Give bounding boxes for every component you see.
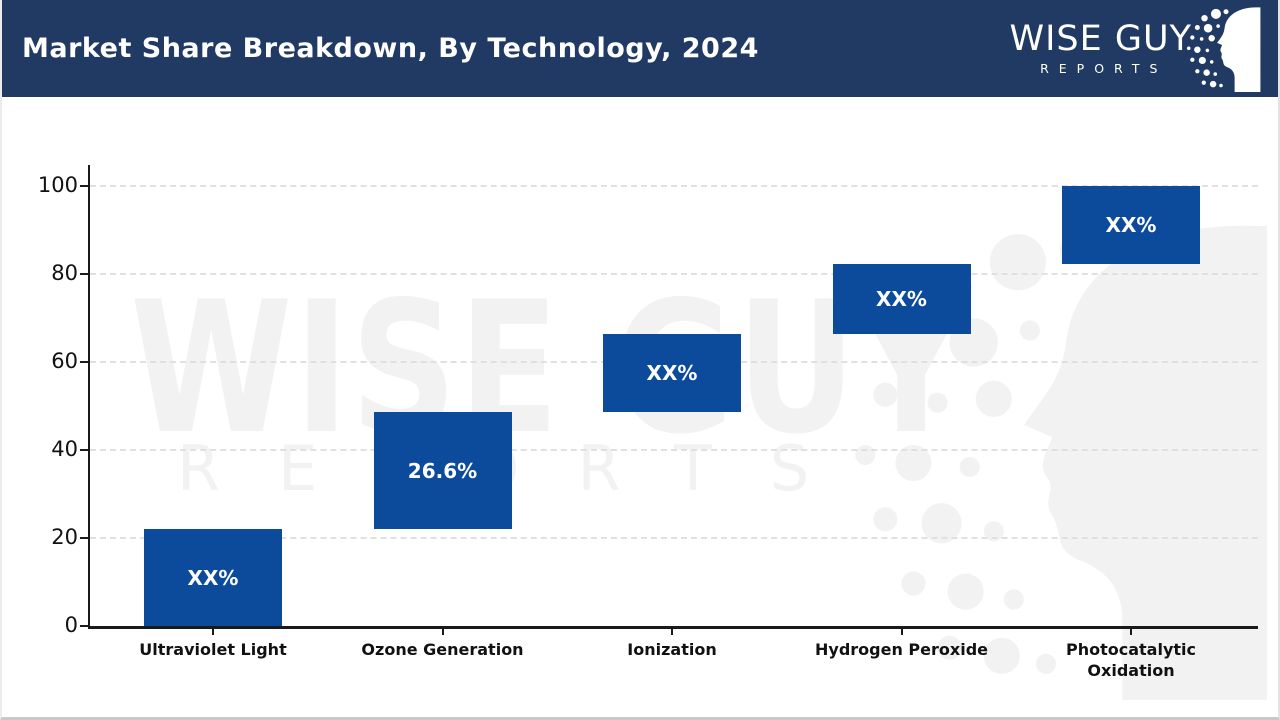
y-axis-tick-mark xyxy=(80,449,90,451)
header-bar: Market Share Breakdown, By Technology, 2… xyxy=(2,0,1278,97)
bar-value-label: 26.6% xyxy=(407,458,478,483)
y-axis-tick-label: 0 xyxy=(64,613,78,637)
x-axis-tick-mark xyxy=(441,627,444,635)
y-axis-tick-label: 100 xyxy=(37,173,78,197)
x-axis-tick-mark xyxy=(1130,627,1132,635)
watermark-wordmark: WISE GUY xyxy=(130,262,967,474)
x-axis-tick-mark xyxy=(671,627,673,635)
x-axis-category-label: Ozone Generation xyxy=(361,640,524,659)
logo-wordmark: WISE GUY xyxy=(1009,18,1192,59)
x-axis-category-label: Hydrogen Peroxide xyxy=(815,640,988,659)
bar-value-label: XX% xyxy=(187,565,239,590)
y-gridline xyxy=(90,185,1258,187)
logo-subtitle: REPORTS xyxy=(1040,60,1168,76)
y-axis-line xyxy=(88,165,90,629)
y-axis-tick-label: 40 xyxy=(51,437,78,461)
x-axis-category-label: Photocatalytic Oxidation xyxy=(1065,640,1196,680)
x-axis-line xyxy=(88,626,1258,629)
wiseguy-face-icon xyxy=(1186,6,1261,92)
waterfall-bar-segment: XX% xyxy=(603,333,741,413)
y-gridline xyxy=(90,273,1258,275)
watermark-face-icon xyxy=(855,225,1267,700)
x-axis-category-label: Ultraviolet Light xyxy=(139,640,287,659)
y-axis-tick-mark xyxy=(80,185,90,187)
y-gridline xyxy=(90,537,1258,539)
wiseguy-logo: WISE GUY REPORTS xyxy=(1009,0,1278,97)
x-axis-tick-mark xyxy=(212,627,214,635)
y-axis-tick-mark xyxy=(80,273,90,275)
y-axis-tick-label: 60 xyxy=(51,349,78,373)
waterfall-bar-segment: 26.6% xyxy=(373,412,512,530)
x-axis-category-label: Ionization xyxy=(627,640,717,659)
watermark-subtitle: REPORTS xyxy=(177,432,868,505)
bar-value-label: XX% xyxy=(1105,213,1157,238)
y-axis-tick-mark xyxy=(80,537,90,539)
bar-value-label: XX% xyxy=(876,287,927,312)
y-axis-tick-label: 20 xyxy=(51,525,78,549)
waterfall-bar-segment: XX% xyxy=(832,264,971,334)
waterfall-bar-segment: XX% xyxy=(1062,186,1200,265)
y-axis-tick-mark xyxy=(80,625,90,627)
y-axis-tick-mark xyxy=(80,361,90,363)
bar-value-label: XX% xyxy=(646,360,698,385)
x-axis-tick-mark xyxy=(900,627,903,635)
page-title: Market Share Breakdown, By Technology, 2… xyxy=(22,33,759,64)
y-gridline xyxy=(90,449,1258,451)
y-axis-tick-label: 80 xyxy=(51,261,78,285)
waterfall-bar-segment: XX% xyxy=(144,529,282,626)
logo-text: WISE GUY REPORTS xyxy=(1009,18,1192,76)
